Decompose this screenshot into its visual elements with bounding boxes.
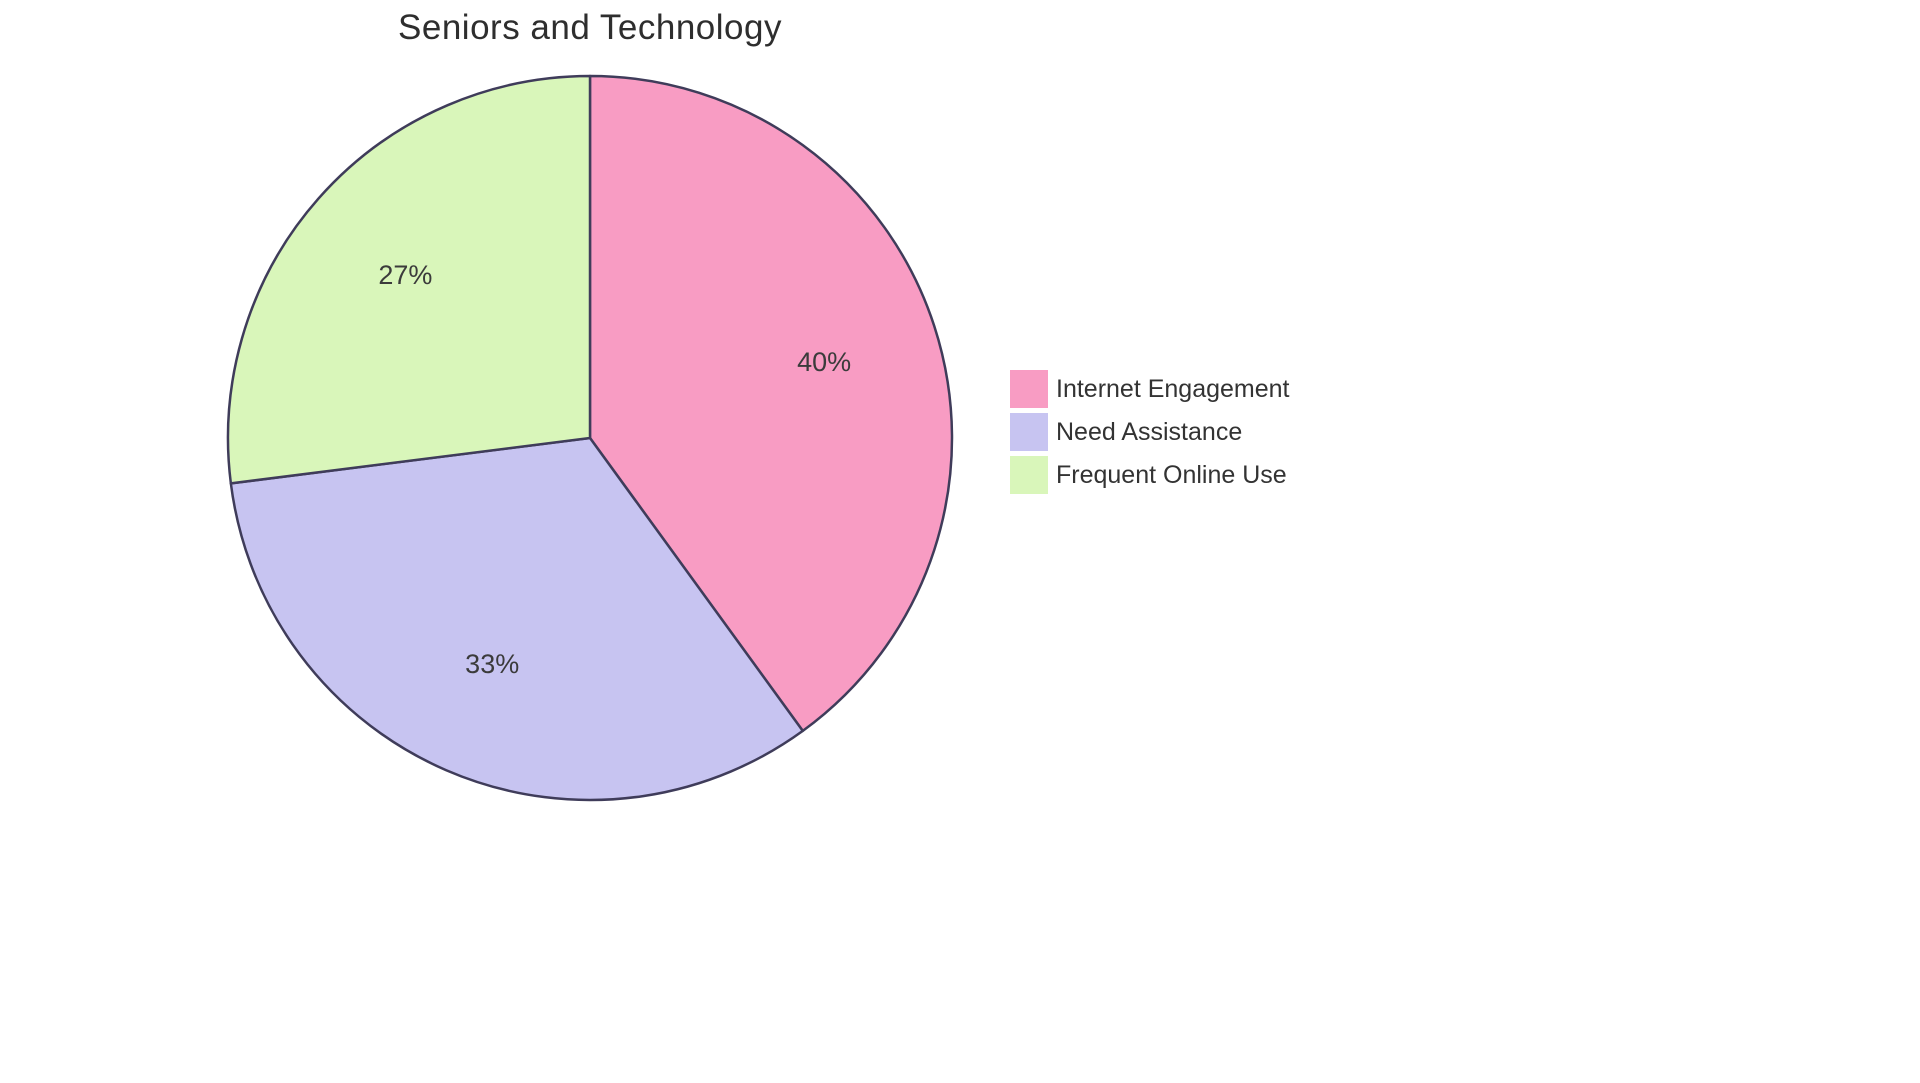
legend-swatch [1010, 370, 1048, 408]
chart-title: Seniors and Technology [398, 8, 782, 47]
legend-item-frequent-online-use: Frequent Online Use [1010, 456, 1290, 494]
legend-label: Need Assistance [1056, 417, 1243, 446]
pie-slice-frequent-online-use [226, 74, 592, 485]
legend-swatch [1010, 456, 1048, 494]
legend-label: Internet Engagement [1056, 374, 1290, 403]
legend-item-need-assistance: Need Assistance [1010, 413, 1290, 451]
legend-item-internet-engagement: Internet Engagement [1010, 370, 1290, 408]
pie-slice-need-assistance [229, 436, 805, 802]
legend-label: Frequent Online Use [1056, 460, 1287, 489]
legend-swatch [1010, 413, 1048, 451]
slice-percentage-label: 33% [465, 649, 519, 679]
slice-percentage-label: 40% [797, 347, 851, 377]
pie-slice-internet-engagement [588, 74, 954, 733]
slice-percentage-label: 27% [378, 260, 432, 290]
chart-legend: Internet Engagement Need Assistance Freque… [1010, 370, 1290, 494]
